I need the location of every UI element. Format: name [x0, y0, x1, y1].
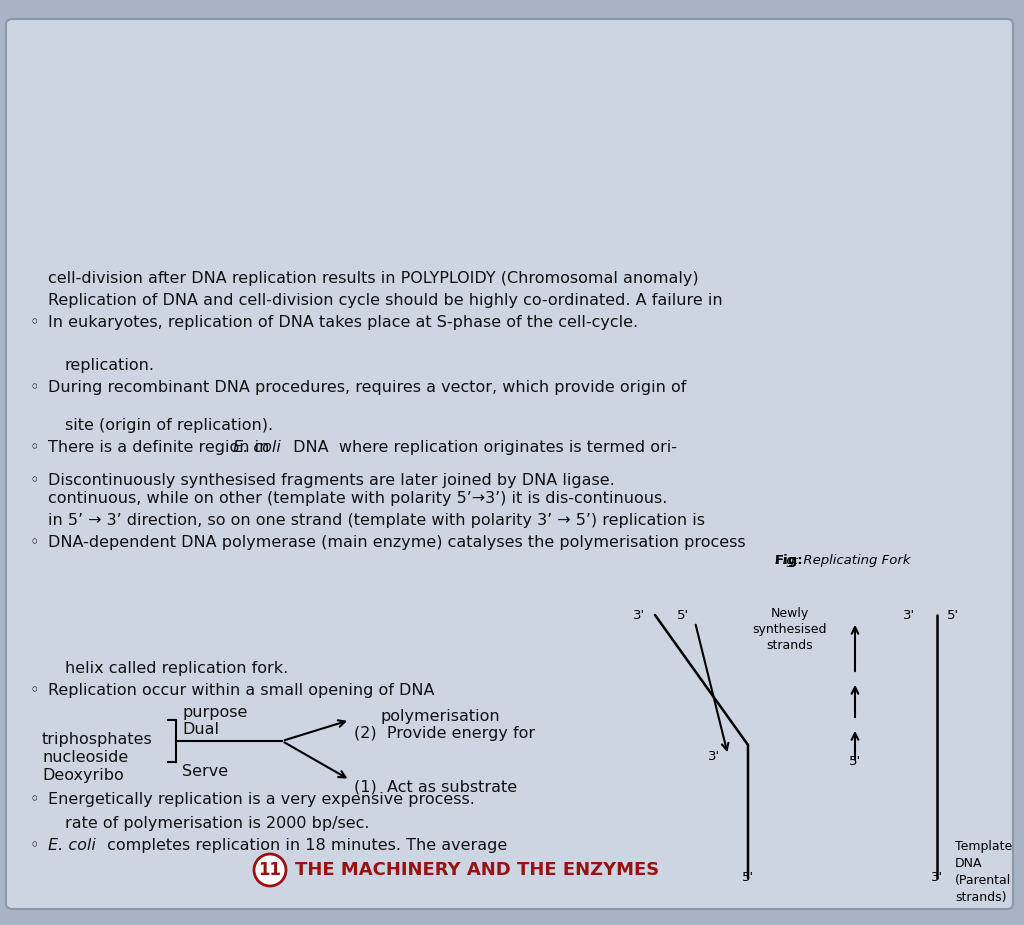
Text: ◦: ◦ — [30, 473, 40, 488]
Text: There is a definite region in: There is a definite region in — [48, 440, 274, 455]
Text: Newly
synthesised
strands: Newly synthesised strands — [753, 607, 827, 652]
Text: Energetically replication is a very expensive process.: Energetically replication is a very expe… — [48, 792, 475, 807]
Text: THE MACHINERY AND THE ENZYMES: THE MACHINERY AND THE ENZYMES — [295, 861, 659, 879]
Text: purpose: purpose — [182, 705, 248, 720]
Text: Discontinuously synthesised fragments are later joined by DNA ligase.: Discontinuously synthesised fragments ar… — [48, 473, 614, 488]
Text: site (origin of replication).: site (origin of replication). — [65, 418, 273, 433]
Text: In eukaryotes, replication of DNA takes place at S-phase of the cell-cycle.: In eukaryotes, replication of DNA takes … — [48, 315, 638, 330]
Text: 5': 5' — [742, 871, 754, 884]
Text: in 5’ → 3’ direction, so on one strand (template with polarity 3’ → 5’) replicat: in 5’ → 3’ direction, so on one strand (… — [48, 513, 705, 528]
Circle shape — [254, 854, 286, 886]
Text: Fig:: Fig: — [775, 554, 804, 567]
Text: DNA-dependent DNA polymerase (main enzyme) catalyses the polymerisation process: DNA-dependent DNA polymerase (main enzym… — [48, 535, 745, 550]
Text: 3': 3' — [633, 609, 645, 622]
Text: ◦: ◦ — [30, 535, 40, 550]
Text: triphosphates: triphosphates — [42, 732, 153, 747]
Text: (2)  Provide energy for: (2) Provide energy for — [354, 726, 536, 741]
Text: 5': 5' — [849, 755, 861, 768]
Text: Replication occur within a small opening of DNA: Replication occur within a small opening… — [48, 683, 434, 698]
Text: DNA  where replication originates is termed ori-: DNA where replication originates is term… — [288, 440, 677, 455]
Text: Dual: Dual — [182, 722, 219, 737]
Text: replication.: replication. — [65, 358, 155, 373]
Text: E. coli: E. coli — [233, 440, 281, 455]
Text: During recombinant DNA procedures, requires a vector, which provide origin of: During recombinant DNA procedures, requi… — [48, 380, 686, 395]
Text: rate of polymerisation is 2000 bp/sec.: rate of polymerisation is 2000 bp/sec. — [65, 816, 370, 831]
Text: polymerisation: polymerisation — [380, 709, 500, 724]
Text: cell-division after DNA replication results in POLYPLOIDY (Chromosomal anomaly): cell-division after DNA replication resu… — [48, 271, 698, 286]
Text: Deoxyribo: Deoxyribo — [42, 768, 124, 783]
Text: 11: 11 — [258, 861, 282, 879]
Text: ◦: ◦ — [30, 380, 40, 395]
Text: 3': 3' — [903, 609, 915, 622]
Text: 5': 5' — [947, 609, 959, 622]
Text: helix called replication fork.: helix called replication fork. — [65, 661, 288, 676]
FancyBboxPatch shape — [6, 19, 1013, 909]
Text: 5': 5' — [677, 609, 689, 622]
Text: E. coli: E. coli — [48, 838, 96, 853]
Text: ◦: ◦ — [30, 315, 40, 330]
Text: continuous, while on other (template with polarity 5’→3’) it is dis-continuous.: continuous, while on other (template wit… — [48, 491, 668, 506]
Text: 3': 3' — [931, 871, 943, 884]
Text: Serve: Serve — [182, 764, 228, 779]
Text: Template
DNA
(Parental
strands): Template DNA (Parental strands) — [955, 840, 1013, 904]
Text: Fig: Replicating Fork: Fig: Replicating Fork — [775, 554, 910, 567]
Text: nucleoside: nucleoside — [42, 750, 128, 765]
Text: ◦: ◦ — [30, 838, 40, 853]
Text: 3': 3' — [708, 750, 720, 763]
Text: ◦: ◦ — [30, 440, 40, 455]
Text: ◦: ◦ — [30, 683, 40, 698]
Text: completes replication in 18 minutes. The average: completes replication in 18 minutes. The… — [102, 838, 507, 853]
Text: ◦: ◦ — [30, 792, 40, 807]
Text: (1)  Act as substrate: (1) Act as substrate — [354, 780, 517, 795]
Text: Replication of DNA and cell-division cycle should be highly co-ordinated. A fail: Replication of DNA and cell-division cyc… — [48, 293, 723, 308]
